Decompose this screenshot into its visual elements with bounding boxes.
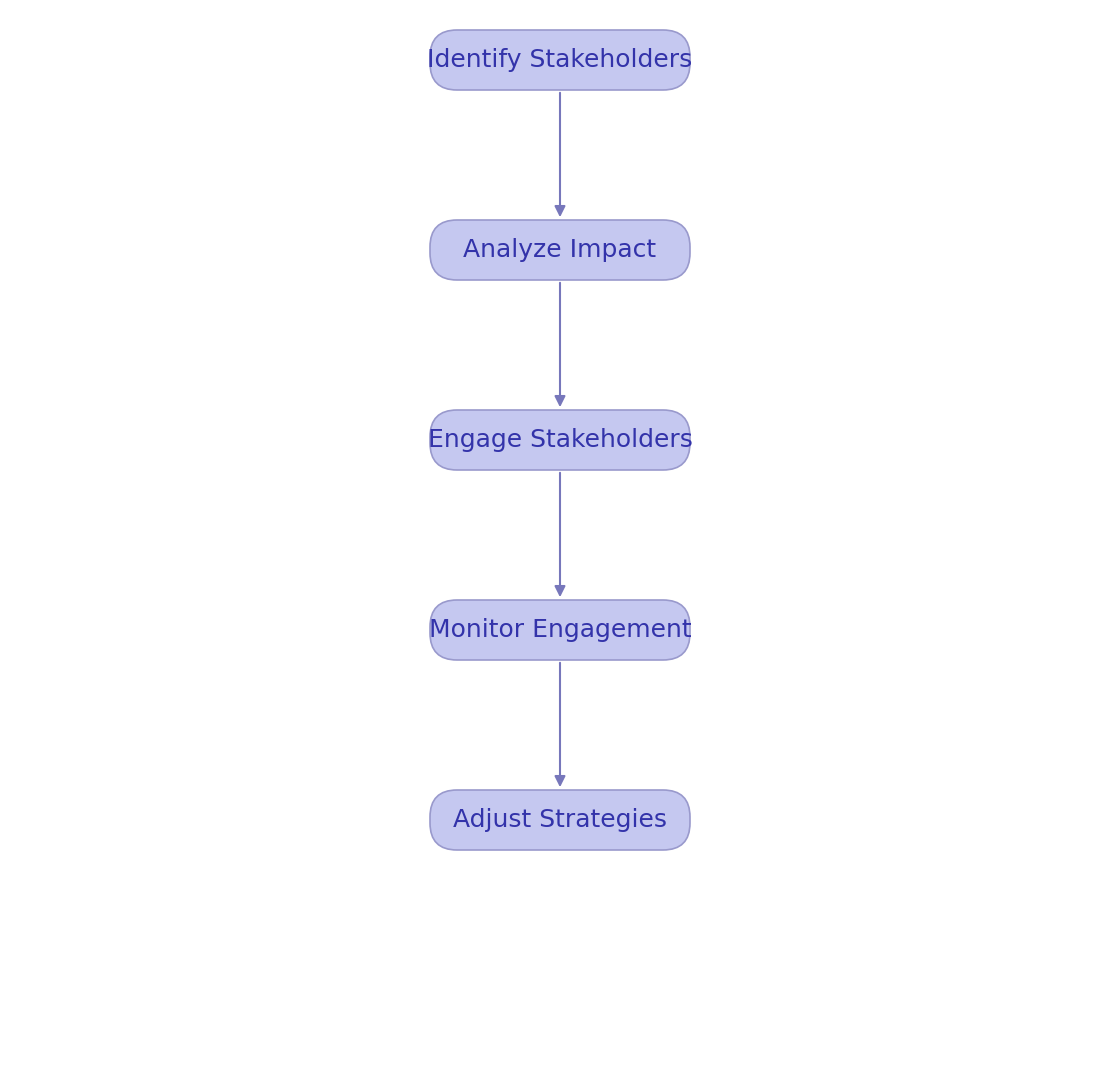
Text: Analyze Impact: Analyze Impact: [464, 238, 656, 262]
FancyBboxPatch shape: [430, 410, 690, 470]
Text: Engage Stakeholders: Engage Stakeholders: [428, 428, 692, 452]
FancyBboxPatch shape: [430, 220, 690, 280]
FancyBboxPatch shape: [430, 30, 690, 90]
FancyBboxPatch shape: [430, 600, 690, 660]
Text: Adjust Strategies: Adjust Strategies: [452, 808, 668, 832]
FancyBboxPatch shape: [430, 790, 690, 850]
Text: Identify Stakeholders: Identify Stakeholders: [428, 48, 692, 71]
Text: Monitor Engagement: Monitor Engagement: [429, 618, 691, 642]
